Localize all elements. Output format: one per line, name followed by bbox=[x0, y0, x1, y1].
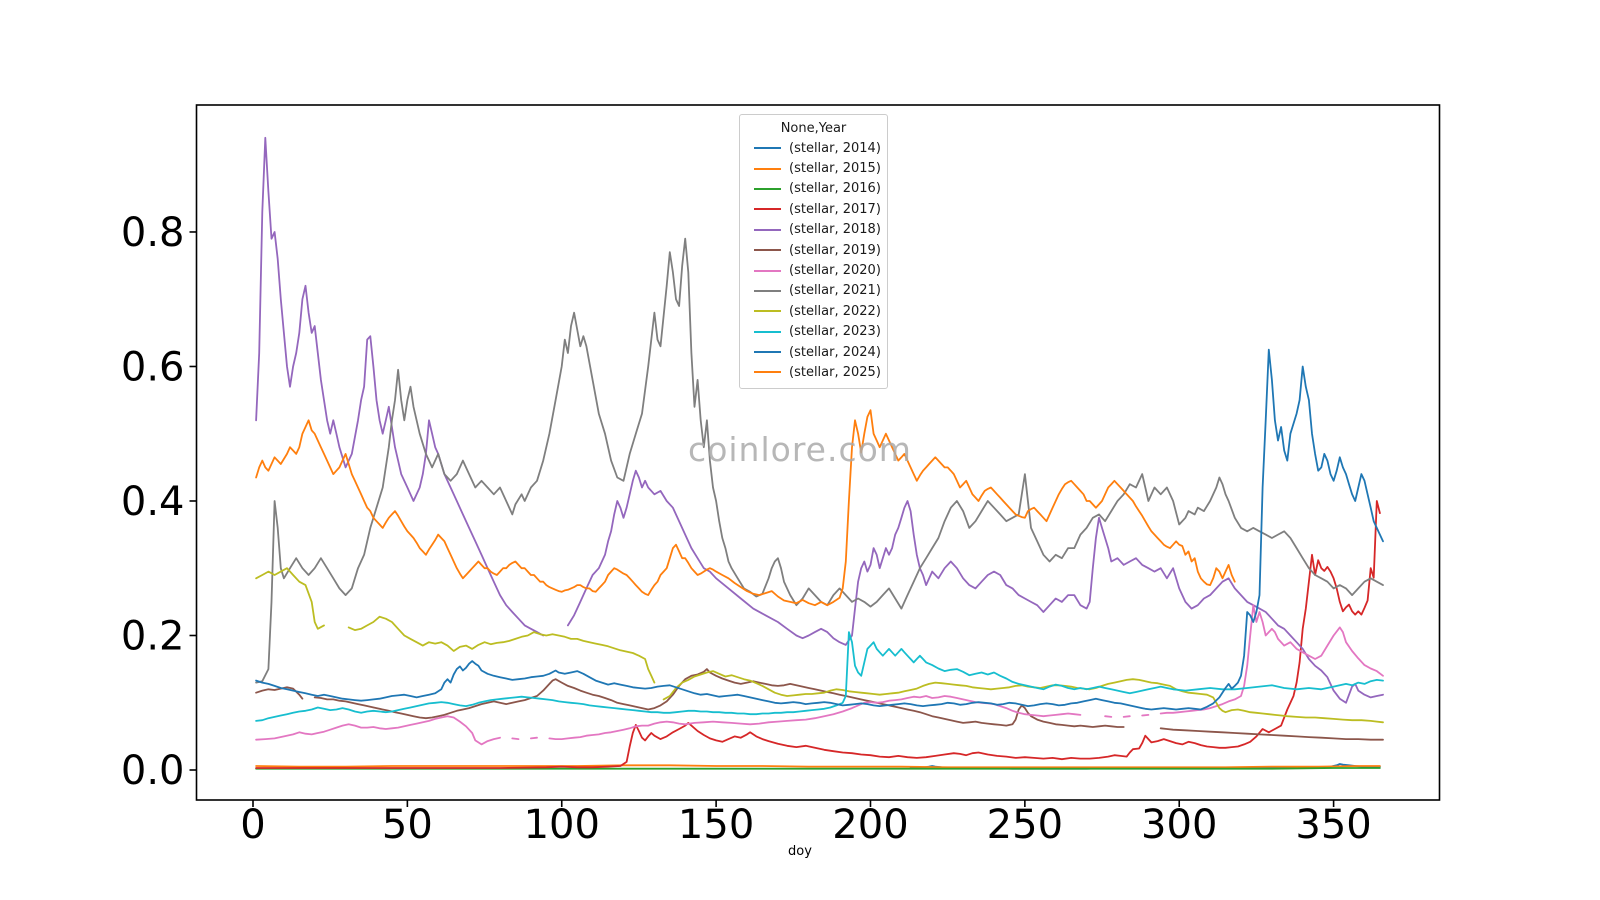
series-line-2024 bbox=[255, 348, 1384, 711]
legend-item-2023: (stellar, 2023) bbox=[746, 322, 881, 342]
x-tick-label: 250 bbox=[987, 802, 1063, 848]
x-tick-label: 350 bbox=[1295, 802, 1371, 848]
legend-line-swatch-2024 bbox=[754, 351, 781, 354]
legend-line-swatch-2021 bbox=[754, 289, 781, 292]
x-tick-label: 0 bbox=[240, 802, 265, 848]
legend-label-2024: (stellar, 2024) bbox=[789, 344, 881, 360]
legend-item-2020: (stellar, 2020) bbox=[746, 260, 881, 280]
legend-label-2020: (stellar, 2020) bbox=[789, 263, 881, 279]
legend-line-swatch-2025 bbox=[754, 371, 781, 374]
x-axis-label: doy bbox=[788, 844, 812, 859]
x-tick-label: 50 bbox=[382, 802, 433, 848]
legend-line-swatch-2023 bbox=[754, 330, 781, 333]
series-line-2022 bbox=[255, 567, 1384, 724]
legend-label-2018: (stellar, 2018) bbox=[789, 222, 881, 238]
plot-border bbox=[195, 104, 1441, 801]
series-line-2018 bbox=[255, 136, 1384, 704]
legend-item-2025: (stellar, 2025) bbox=[746, 362, 881, 382]
legend-item-2024: (stellar, 2024) bbox=[746, 342, 881, 362]
legend-label-2015: (stellar, 2015) bbox=[789, 161, 881, 177]
legend-line-swatch-2014 bbox=[754, 147, 781, 150]
series-line-2025 bbox=[255, 409, 1236, 607]
legend-label-2023: (stellar, 2023) bbox=[789, 324, 881, 340]
legend-title: None,Year bbox=[780, 121, 847, 136]
legend-label-2014: (stellar, 2014) bbox=[789, 140, 881, 156]
legend-item-2015: (stellar, 2015) bbox=[746, 158, 881, 178]
x-tick-label: 200 bbox=[832, 802, 908, 848]
legend-item-2021: (stellar, 2021) bbox=[746, 281, 881, 301]
legend-item-2014: (stellar, 2014) bbox=[746, 138, 881, 158]
legend-label-2022: (stellar, 2022) bbox=[789, 303, 881, 319]
legend-line-swatch-2022 bbox=[754, 310, 781, 313]
legend-item-2019: (stellar, 2019) bbox=[746, 240, 881, 260]
legend: None,Year (stellar, 2014) (stellar, 2015)… bbox=[739, 114, 888, 389]
legend-line-swatch-2015 bbox=[754, 167, 781, 170]
legend-item-2022: (stellar, 2022) bbox=[746, 301, 881, 321]
series-line-2015 bbox=[255, 764, 1381, 769]
x-tick-label: 300 bbox=[1141, 802, 1217, 848]
series-line-2023 bbox=[255, 631, 1384, 722]
series-line-2021 bbox=[255, 237, 1384, 684]
y-tick-label: 0.0 bbox=[121, 748, 185, 794]
y-tick-label: 0.4 bbox=[121, 479, 185, 525]
legend-line-swatch-2017 bbox=[754, 208, 781, 211]
legend-items: (stellar, 2014) (stellar, 2015) (stellar, … bbox=[746, 138, 881, 383]
legend-item-2017: (stellar, 2017) bbox=[746, 199, 881, 219]
legend-label-2025: (stellar, 2025) bbox=[789, 364, 881, 380]
x-tick-label: 150 bbox=[678, 802, 754, 848]
legend-label-2021: (stellar, 2021) bbox=[789, 283, 881, 299]
legend-line-swatch-2020 bbox=[754, 269, 781, 272]
series-line-2017 bbox=[255, 500, 1381, 769]
legend-line-swatch-2019 bbox=[754, 249, 781, 252]
legend-line-swatch-2018 bbox=[754, 228, 781, 231]
legend-item-2016: (stellar, 2016) bbox=[746, 179, 881, 199]
series-line-2020 bbox=[255, 604, 1384, 746]
legend-label-2019: (stellar, 2019) bbox=[789, 242, 881, 258]
y-tick-label: 0.2 bbox=[121, 613, 185, 659]
y-tick-label: 0.6 bbox=[121, 344, 185, 390]
y-tick-label: 0.8 bbox=[121, 210, 185, 256]
legend-label-2017: (stellar, 2017) bbox=[789, 201, 881, 217]
legend-label-2016: (stellar, 2016) bbox=[789, 181, 881, 197]
x-tick-label: 100 bbox=[524, 802, 600, 848]
legend-item-2018: (stellar, 2018) bbox=[746, 220, 881, 240]
legend-line-swatch-2016 bbox=[754, 187, 781, 190]
